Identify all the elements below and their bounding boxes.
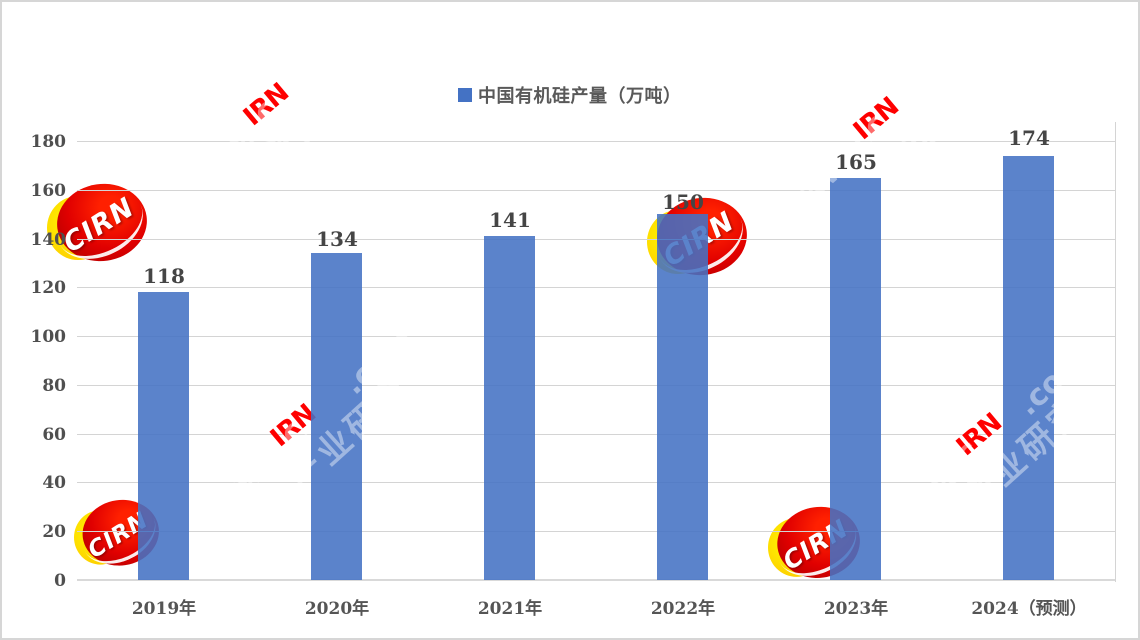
ytick-140: 140 bbox=[30, 230, 67, 250]
bar-2024 bbox=[1003, 156, 1054, 580]
gridline-60 bbox=[77, 434, 1115, 435]
legend: 中国有机硅产量（万吨） bbox=[458, 85, 682, 107]
value-label-2024: 174 bbox=[1008, 126, 1050, 150]
ytick-40: 40 bbox=[42, 473, 66, 493]
bar-2019 bbox=[138, 292, 189, 580]
plot-right-border bbox=[1115, 122, 1116, 582]
gridline-40 bbox=[77, 482, 1115, 483]
bar-2021 bbox=[484, 236, 535, 580]
gridline-160 bbox=[77, 190, 1115, 191]
xtick-2023: 2023年 bbox=[823, 599, 889, 619]
xtick-2022: 2022年 bbox=[650, 599, 716, 619]
value-label-2022: 150 bbox=[662, 190, 704, 214]
gridline-20 bbox=[77, 531, 1115, 532]
gridline-180 bbox=[77, 141, 1115, 142]
legend-marker bbox=[458, 88, 472, 102]
gridline-120 bbox=[77, 287, 1115, 288]
ytick-20: 20 bbox=[42, 522, 66, 542]
cirn-logo: CIRN bbox=[72, 492, 166, 576]
gridline-100 bbox=[77, 336, 1115, 337]
value-label-2020: 134 bbox=[316, 227, 358, 251]
xtick-2024: 2024（预测） bbox=[971, 599, 1087, 619]
value-label-2023: 165 bbox=[835, 150, 877, 174]
ytick-100: 100 bbox=[30, 327, 67, 347]
bar-2023 bbox=[830, 178, 881, 580]
bar-2022 bbox=[657, 214, 708, 580]
ytick-80: 80 bbox=[42, 376, 66, 396]
value-label-2019: 118 bbox=[143, 264, 185, 288]
ytick-60: 60 bbox=[42, 425, 66, 445]
cirn-logo: CIRN bbox=[45, 175, 155, 273]
ytick-0: 0 bbox=[54, 571, 66, 591]
legend-label: 中国有机硅产量（万吨） bbox=[478, 86, 682, 107]
xtick-2019: 2019年 bbox=[131, 599, 197, 619]
ytick-160: 160 bbox=[30, 181, 67, 201]
x-axis-line bbox=[77, 579, 1115, 581]
xtick-2020: 2020年 bbox=[304, 599, 370, 619]
gridline-140 bbox=[77, 239, 1115, 240]
cirn-logo: CIRN bbox=[766, 499, 867, 589]
gridline-80 bbox=[77, 385, 1115, 386]
value-label-2021: 141 bbox=[489, 208, 531, 232]
ytick-120: 120 bbox=[30, 278, 67, 298]
ytick-180: 180 bbox=[30, 132, 67, 152]
bar-2020 bbox=[311, 253, 362, 580]
xtick-2021: 2021年 bbox=[477, 599, 543, 619]
